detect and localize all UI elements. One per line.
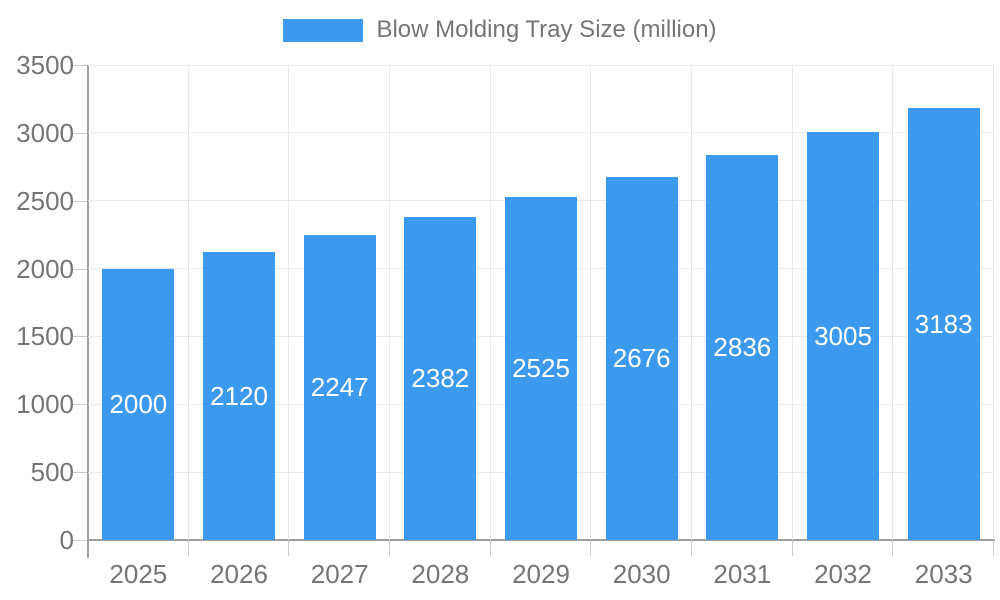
bar[interactable]: 3005: [807, 132, 879, 540]
x-axis-label: 2027: [310, 559, 369, 589]
bar[interactable]: 3183: [907, 108, 980, 540]
x-tick: [993, 541, 994, 556]
x-axis-label: 2032: [814, 559, 872, 589]
x-gridline: [188, 65, 189, 540]
x-tick: [188, 541, 189, 556]
x-gridline: [691, 65, 692, 540]
y-gridline: [88, 132, 994, 134]
x-tick: [288, 541, 289, 556]
y-axis-label: 2500: [16, 185, 74, 216]
y-axis-label: 3500: [16, 50, 74, 80]
x-axis-label: 2026: [210, 559, 268, 589]
bar-value-label: 2382: [411, 362, 470, 393]
x-axis-line: [88, 539, 995, 541]
y-tick: [73, 200, 87, 202]
x-axis-label: 2029: [512, 559, 570, 589]
bar-value-label: 2247: [310, 372, 369, 403]
bar[interactable]: 2525: [505, 197, 577, 540]
bar[interactable]: 2120: [203, 252, 275, 540]
x-gridline: [590, 65, 591, 540]
bar-value-label: 2676: [612, 342, 671, 373]
y-tick: [73, 65, 87, 66]
x-tick: [490, 541, 491, 556]
bar-value-label: 3005: [814, 320, 872, 351]
x-tick: [691, 541, 692, 556]
x-axis-label: 2033: [914, 559, 973, 589]
legend-item[interactable]: Blow Molding Tray Size (million): [283, 16, 717, 44]
y-axis-line: [87, 65, 89, 558]
y-axis-label: 2000: [16, 253, 74, 284]
x-tick: [590, 541, 591, 556]
bar-value-label: 3183: [914, 308, 973, 339]
bar[interactable]: 2382: [404, 216, 477, 540]
bar-value-label: 2525: [512, 353, 570, 384]
y-tick: [73, 404, 87, 406]
bar-value-label: 2120: [210, 380, 268, 411]
legend-label: Blow Molding Tray Size (million): [376, 16, 717, 43]
legend: Blow Molding Tray Size (million): [0, 16, 1000, 44]
y-tick: [73, 336, 87, 338]
bar-value-label: 2836: [713, 332, 772, 363]
bar[interactable]: 2247: [303, 235, 376, 540]
bar[interactable]: 2836: [706, 155, 779, 540]
x-tick: [892, 541, 893, 556]
y-axis-label: 0: [59, 525, 74, 555]
y-axis-label: 3000: [16, 117, 74, 148]
x-tick: [389, 541, 390, 556]
bar-value-label: 2000: [109, 388, 168, 419]
x-axis-label: 2025: [109, 559, 168, 589]
legend-swatch-icon: [283, 18, 364, 42]
y-tick: [73, 540, 87, 541]
y-tick: [73, 132, 87, 134]
y-axis-label: 1000: [16, 389, 74, 420]
y-tick: [73, 268, 87, 270]
x-gridline: [792, 65, 793, 540]
x-gridline: [288, 65, 289, 540]
x-gridline: [892, 65, 893, 540]
x-tick: [792, 541, 793, 556]
bar[interactable]: 2676: [605, 176, 678, 540]
y-gridline: [88, 64, 994, 66]
x-gridline: [389, 65, 390, 540]
y-axis-label: 1500: [16, 321, 74, 352]
y-tick: [73, 472, 87, 474]
bar[interactable]: 2000: [102, 268, 175, 540]
x-gridline: [993, 65, 994, 540]
x-gridline: [490, 65, 491, 540]
y-axis-label: 500: [30, 457, 74, 488]
x-axis-label: 2031: [713, 559, 772, 589]
x-axis-label: 2030: [612, 559, 671, 589]
plot-area: 2000 2120 2247 2382 2525 2676 2836 3005 3183: [88, 64, 994, 540]
x-axis-label: 2028: [411, 559, 470, 589]
